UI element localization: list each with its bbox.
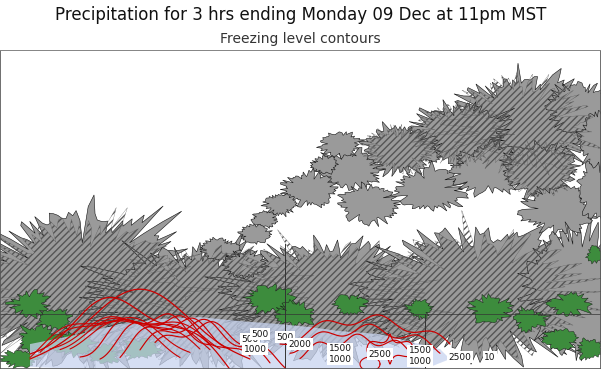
Polygon shape bbox=[546, 292, 593, 317]
Text: 500: 500 bbox=[251, 330, 269, 339]
Polygon shape bbox=[338, 182, 401, 227]
Text: Precipitation for 3 hrs ending Monday 09 Dec at 11pm MST: Precipitation for 3 hrs ending Monday 09… bbox=[55, 6, 546, 24]
Polygon shape bbox=[116, 338, 163, 361]
Polygon shape bbox=[204, 235, 450, 363]
Polygon shape bbox=[261, 193, 297, 217]
Text: 500: 500 bbox=[276, 332, 294, 342]
Polygon shape bbox=[576, 104, 601, 173]
Polygon shape bbox=[383, 161, 469, 211]
Polygon shape bbox=[467, 293, 514, 323]
Text: 2500: 2500 bbox=[368, 349, 391, 359]
Polygon shape bbox=[404, 299, 434, 320]
Polygon shape bbox=[585, 245, 601, 264]
Polygon shape bbox=[576, 154, 601, 220]
Polygon shape bbox=[499, 140, 581, 200]
Polygon shape bbox=[251, 211, 278, 230]
Polygon shape bbox=[316, 132, 365, 159]
Polygon shape bbox=[79, 229, 352, 369]
Text: 2500: 2500 bbox=[448, 352, 471, 362]
Text: 1000: 1000 bbox=[243, 345, 266, 354]
Polygon shape bbox=[513, 306, 551, 333]
Polygon shape bbox=[222, 251, 269, 279]
Polygon shape bbox=[406, 100, 517, 167]
Polygon shape bbox=[19, 324, 63, 355]
Text: 1500
1000: 1500 1000 bbox=[329, 344, 352, 364]
Polygon shape bbox=[237, 224, 272, 244]
Polygon shape bbox=[88, 344, 121, 364]
Polygon shape bbox=[418, 63, 601, 180]
Polygon shape bbox=[55, 332, 99, 358]
Polygon shape bbox=[5, 290, 50, 319]
Polygon shape bbox=[358, 121, 442, 177]
Polygon shape bbox=[274, 299, 314, 328]
Polygon shape bbox=[576, 338, 601, 360]
Polygon shape bbox=[30, 317, 450, 369]
Polygon shape bbox=[541, 328, 579, 351]
Polygon shape bbox=[310, 156, 338, 174]
Polygon shape bbox=[517, 213, 601, 361]
Text: 2000: 2000 bbox=[288, 339, 311, 349]
Polygon shape bbox=[279, 168, 338, 208]
Text: 10: 10 bbox=[484, 352, 496, 362]
Polygon shape bbox=[36, 309, 73, 330]
Polygon shape bbox=[0, 350, 41, 369]
Polygon shape bbox=[200, 237, 242, 261]
Polygon shape bbox=[0, 195, 216, 369]
Polygon shape bbox=[332, 294, 369, 315]
Text: Freezing level contours: Freezing level contours bbox=[220, 32, 381, 46]
Polygon shape bbox=[545, 82, 601, 141]
Polygon shape bbox=[312, 147, 385, 190]
Text: 1500
1000: 1500 1000 bbox=[409, 346, 432, 366]
Polygon shape bbox=[242, 284, 297, 315]
Text: 500: 500 bbox=[242, 335, 258, 344]
Polygon shape bbox=[445, 138, 539, 197]
Polygon shape bbox=[341, 227, 601, 367]
Polygon shape bbox=[517, 186, 599, 235]
